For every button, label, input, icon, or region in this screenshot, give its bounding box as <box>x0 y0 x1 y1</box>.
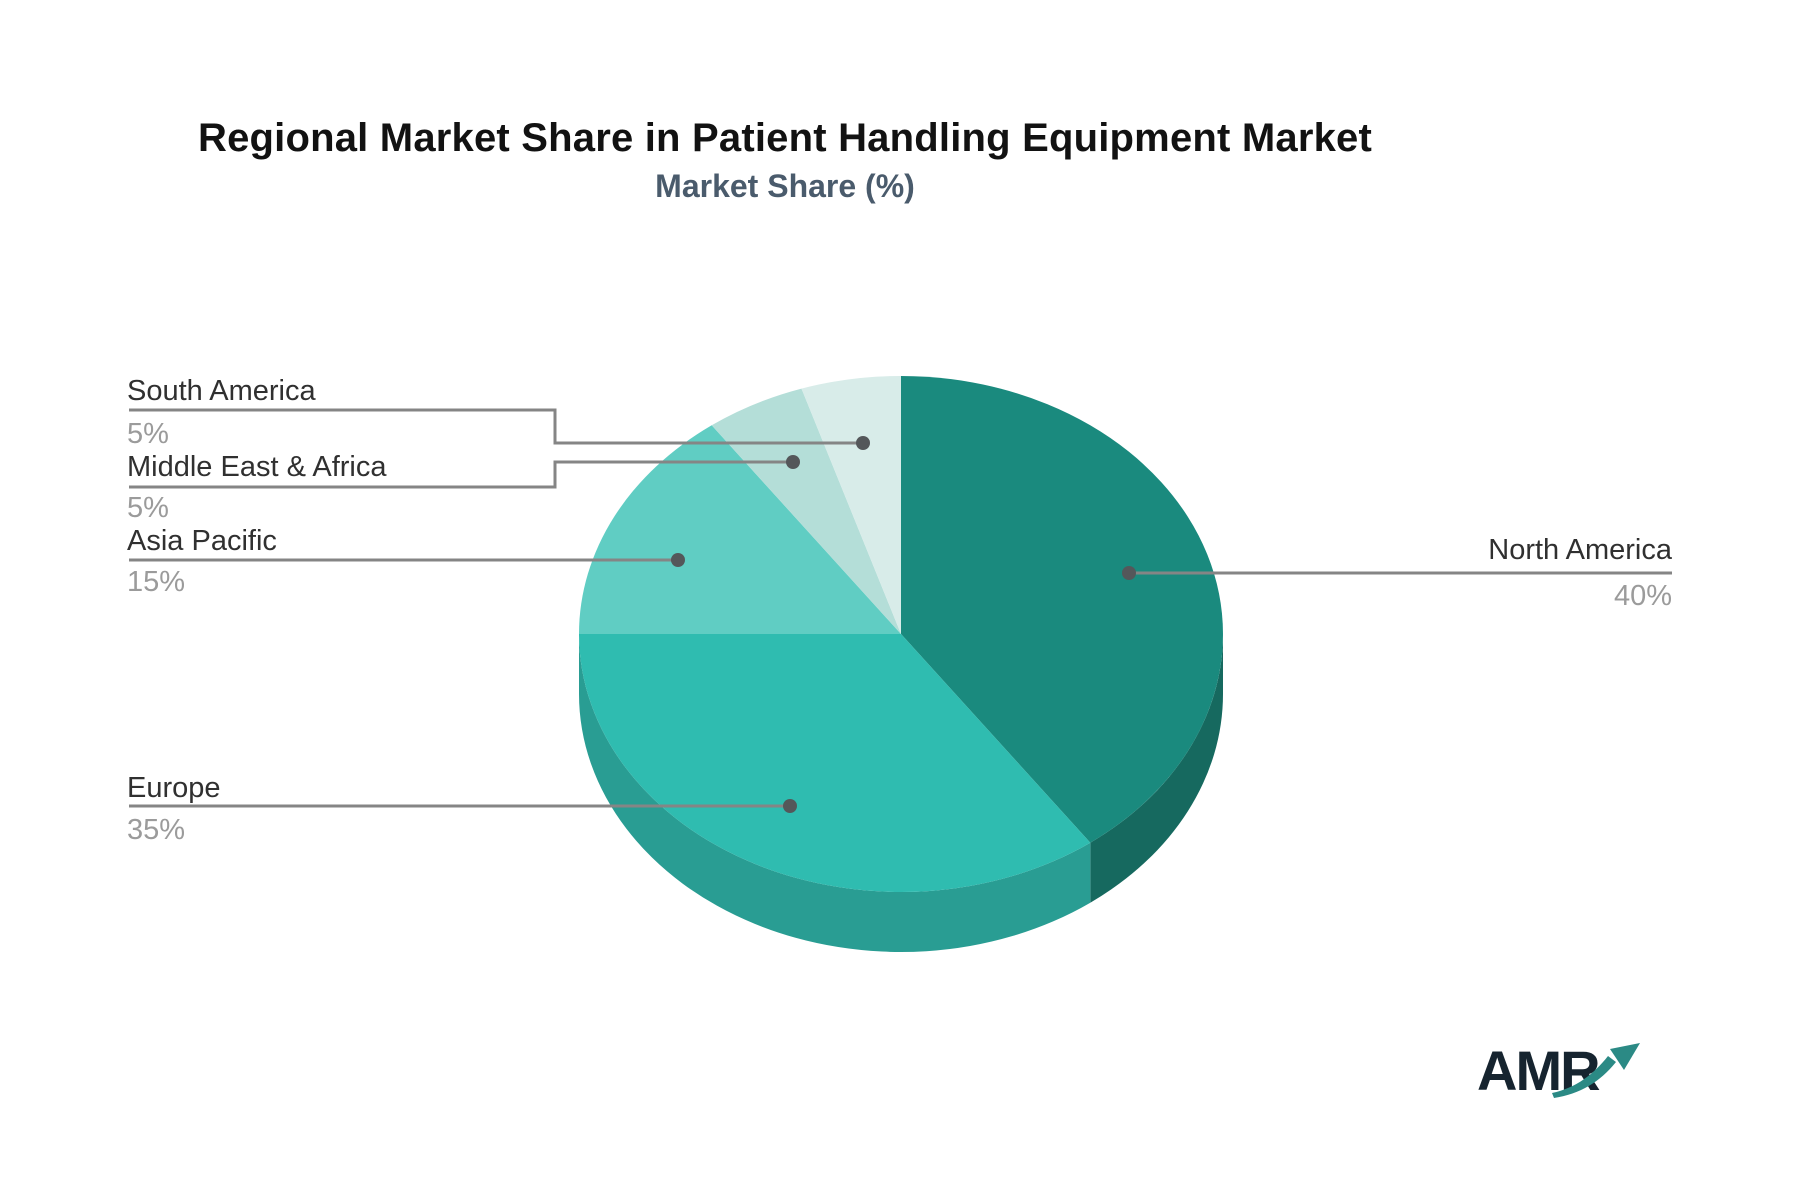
callout-north-america: North America <box>1272 534 1672 566</box>
callout-asia-pacific: Asia Pacific <box>127 525 277 557</box>
leader-dot-middle-east-africa <box>786 455 800 469</box>
leader-line-middle-east-africa <box>129 460 793 489</box>
callout-value: 5% <box>127 418 169 450</box>
callout-value: 40% <box>1613 580 1672 612</box>
amr-logo-arrow-icon <box>1552 1043 1640 1098</box>
callout-south-america: South America <box>127 375 316 407</box>
callout-value: 35% <box>127 814 186 846</box>
callout-label: Middle East & Africa <box>127 451 387 483</box>
callout-label: North America <box>1488 534 1672 566</box>
pie-slice-side-north-america <box>1090 634 1223 903</box>
callout-europe: Europe <box>127 772 221 804</box>
pie-slice-north-america[interactable] <box>901 376 1223 843</box>
chart-title: Regional Market Share in Patient Handlin… <box>197 116 1373 160</box>
callout-label: Europe <box>127 772 221 804</box>
callout-south-america-pct: 5% <box>127 418 169 450</box>
callout-value: 15% <box>127 566 186 598</box>
callout-north-america-pct: 40% <box>1272 580 1672 612</box>
callout-asia-pacific-pct: 15% <box>127 566 185 598</box>
pie-slice-europe[interactable] <box>579 634 1091 892</box>
callout-europe-pct: 35% <box>127 814 185 846</box>
pie-slice-side-europe <box>579 634 1091 952</box>
pie-slice-south-america[interactable] <box>801 376 902 634</box>
pie-slice-middle-east-africa[interactable] <box>711 388 901 634</box>
leader-dot-europe <box>783 799 797 813</box>
callout-middle-east-africa: Middle East & Africa <box>127 451 387 483</box>
amr-logo-text: AMR <box>1477 1039 1601 1102</box>
callout-middle-east-africa-pct: 5% <box>127 492 169 524</box>
pie-slice-asia-pacific[interactable] <box>579 425 901 634</box>
leader-dot-south-america <box>856 436 870 450</box>
callout-label: Asia Pacific <box>127 525 277 557</box>
callout-value: 5% <box>127 492 169 524</box>
leader-dot-north-america <box>1122 566 1136 580</box>
leader-line-south-america <box>129 408 863 445</box>
leader-dot-asia-pacific <box>671 553 685 567</box>
chart-subtitle: Market Share (%) <box>655 168 915 204</box>
callout-label: South America <box>127 375 316 407</box>
